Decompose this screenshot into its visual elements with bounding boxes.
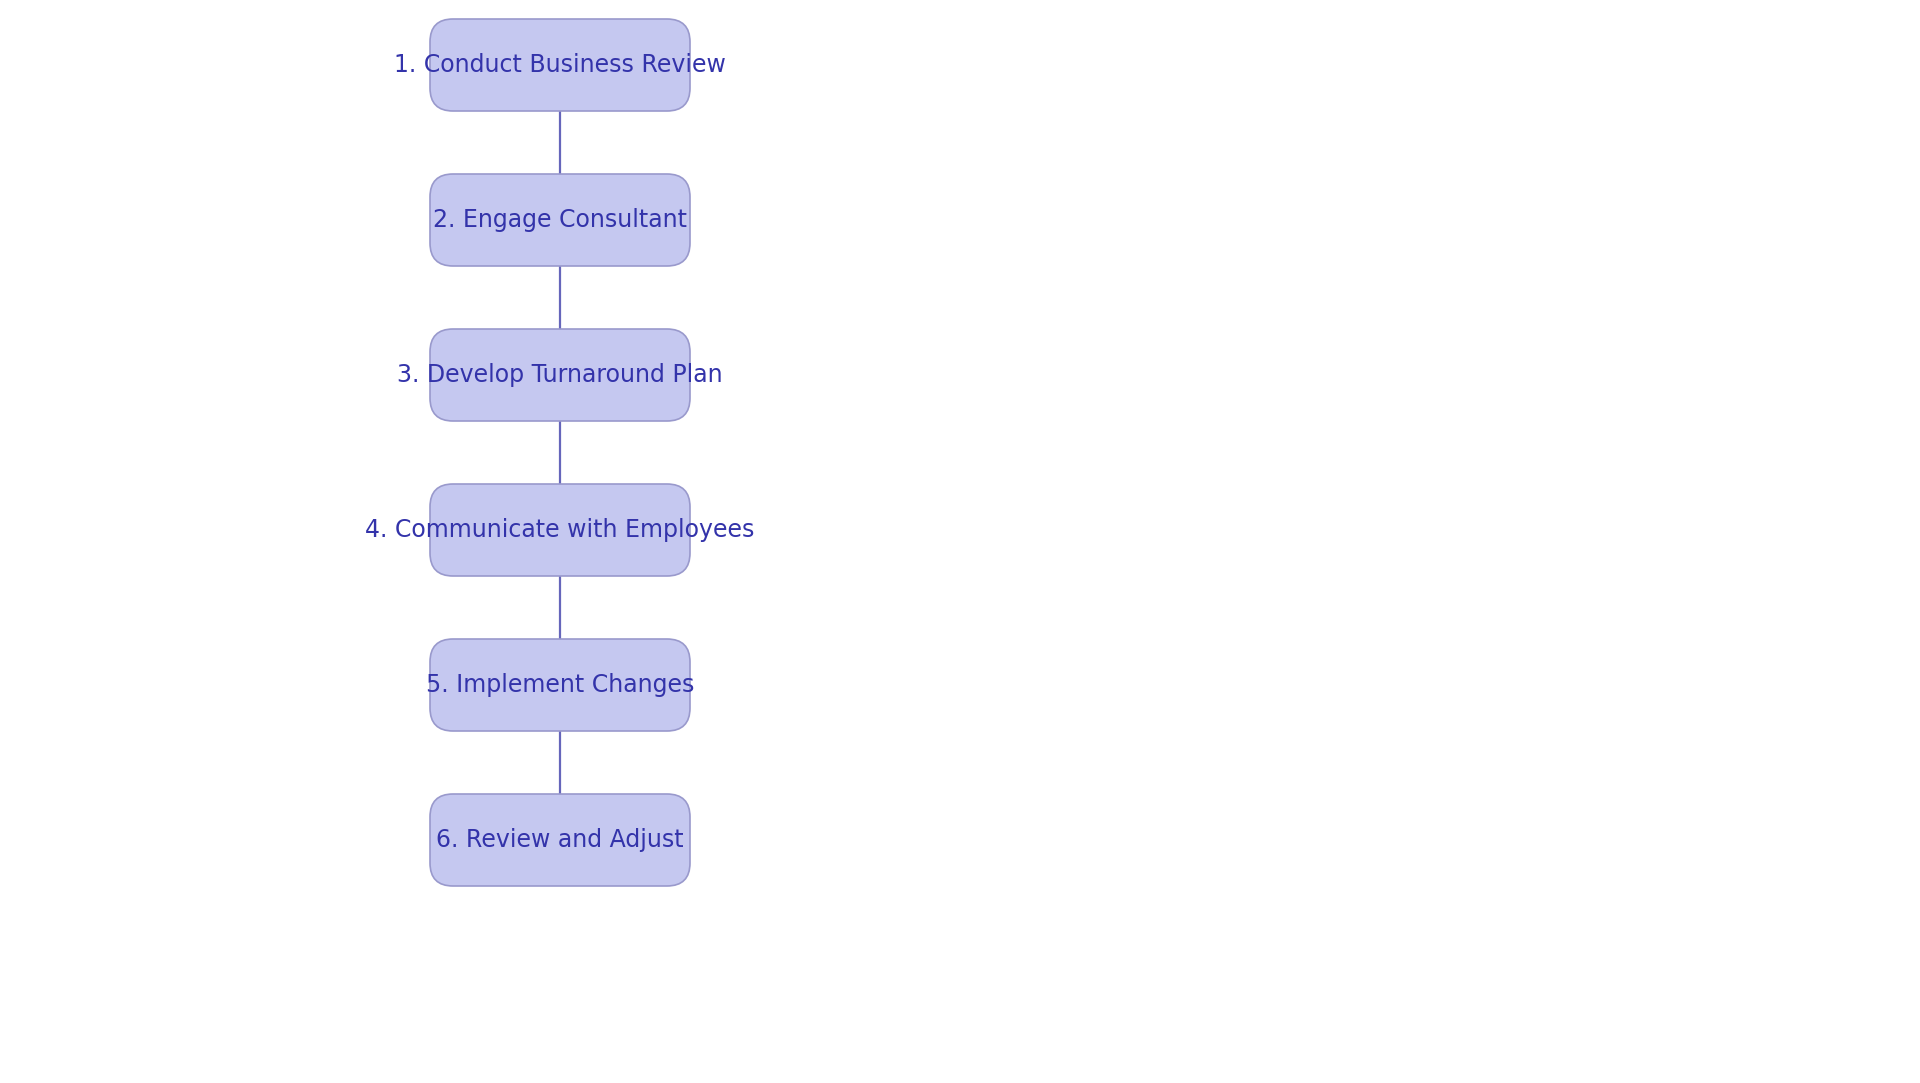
Text: 2. Engage Consultant: 2. Engage Consultant	[434, 208, 687, 232]
FancyBboxPatch shape	[430, 174, 689, 266]
Text: 1. Conduct Business Review: 1. Conduct Business Review	[394, 53, 726, 77]
Text: 4. Communicate with Employees: 4. Communicate with Employees	[365, 518, 755, 542]
Text: 3. Develop Turnaround Plan: 3. Develop Turnaround Plan	[397, 363, 722, 387]
FancyBboxPatch shape	[430, 329, 689, 421]
Text: 6. Review and Adjust: 6. Review and Adjust	[436, 828, 684, 852]
Text: 5. Implement Changes: 5. Implement Changes	[426, 673, 695, 697]
FancyBboxPatch shape	[430, 19, 689, 110]
FancyBboxPatch shape	[430, 484, 689, 576]
FancyBboxPatch shape	[430, 639, 689, 731]
FancyBboxPatch shape	[430, 794, 689, 886]
